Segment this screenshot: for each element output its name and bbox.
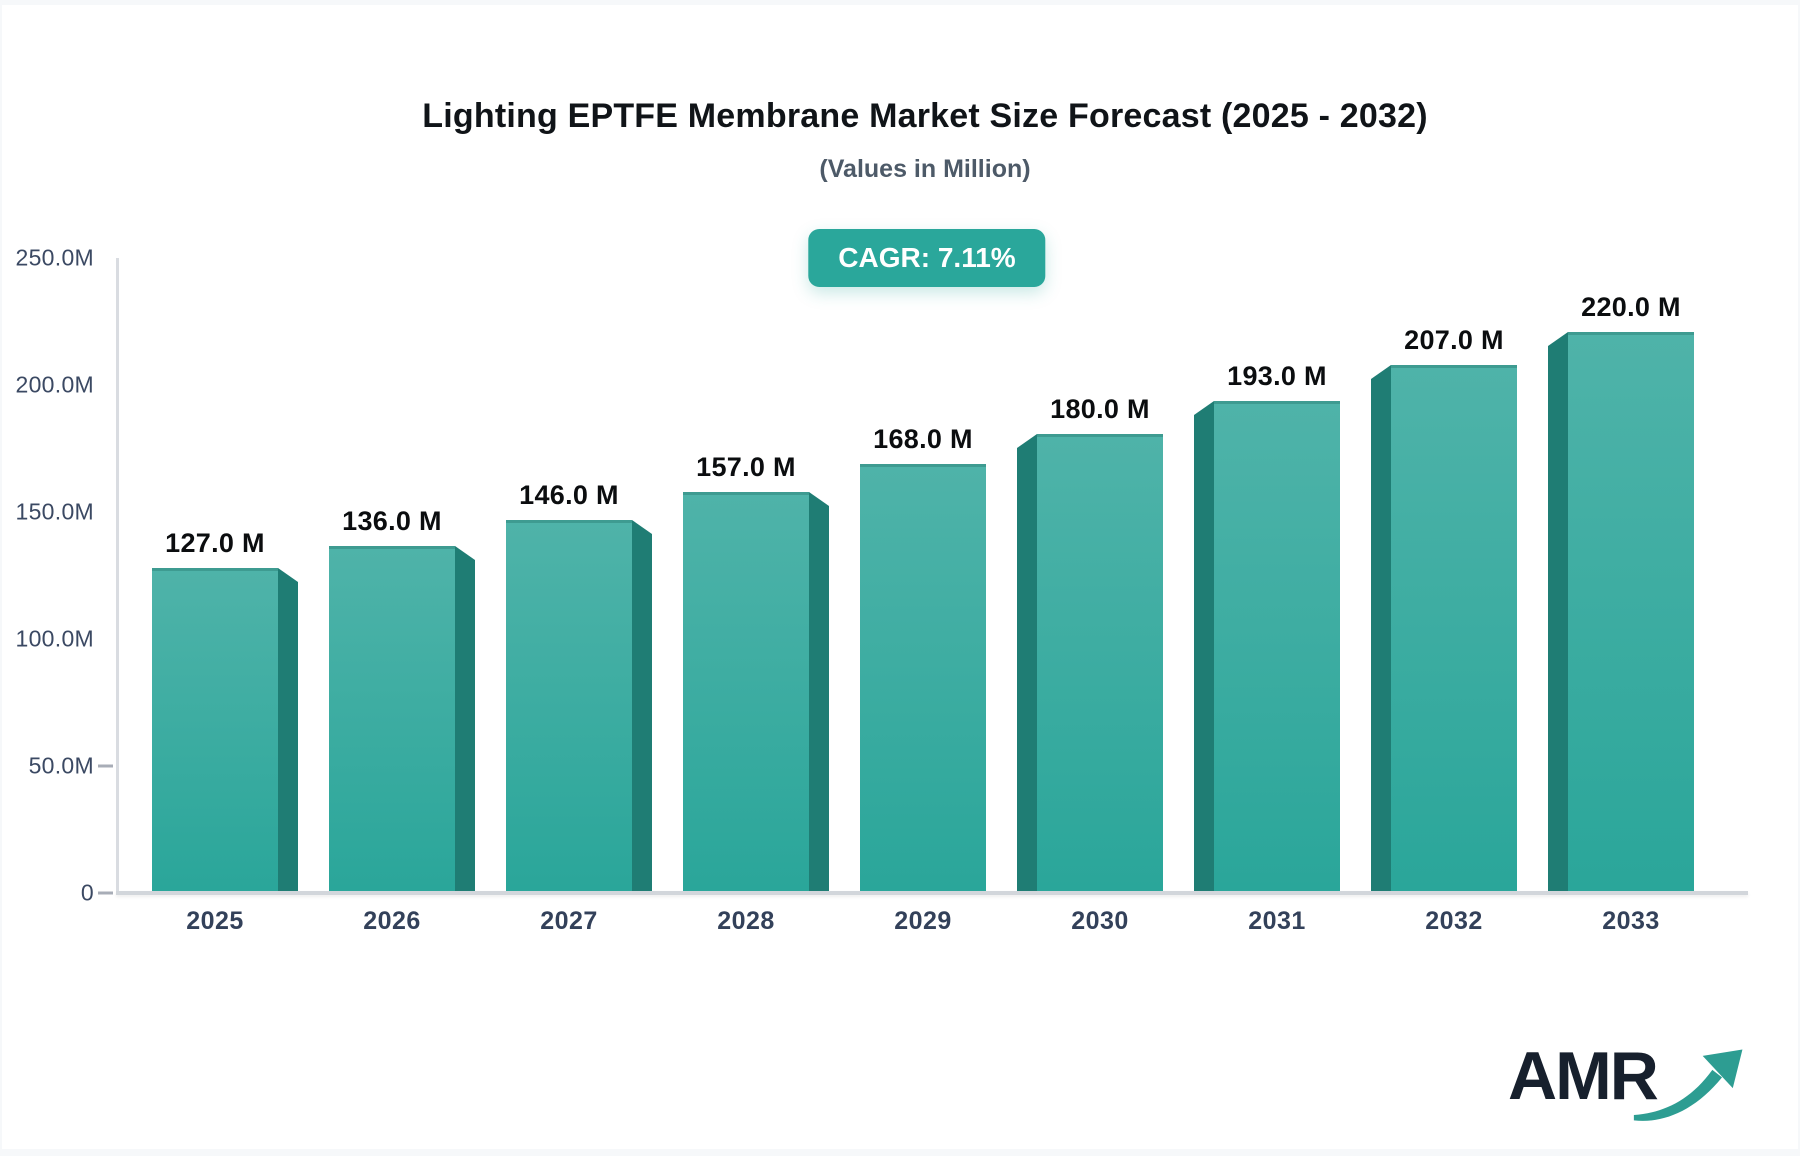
y-axis-label-50: 50.0M bbox=[28, 752, 94, 779]
bar-value-2030: 180.0 M bbox=[1050, 394, 1150, 424]
y-axis-tick-50 bbox=[98, 764, 113, 768]
bar-2033-side bbox=[1548, 332, 1568, 891]
bar-2028[interactable] bbox=[683, 492, 809, 891]
bar-value-2025: 127.0 M bbox=[165, 528, 265, 558]
chart-card: Lighting EPTFE Membrane Market Size Fore… bbox=[2, 5, 1798, 1149]
x-axis-label-2028: 2028 bbox=[717, 907, 775, 935]
y-axis-label-100: 100.0M bbox=[15, 625, 94, 652]
bar-2032-side bbox=[1371, 365, 1391, 891]
x-axis-label-2027: 2027 bbox=[540, 907, 598, 935]
bar-2028-side bbox=[809, 492, 829, 891]
x-axis-label-2029: 2029 bbox=[894, 907, 952, 935]
x-axis-label-2033: 2033 bbox=[1602, 907, 1660, 935]
y-axis-label-250: 250.0M bbox=[15, 244, 94, 271]
bar-2025-side bbox=[278, 568, 298, 891]
y-axis-label-150: 150.0M bbox=[15, 498, 94, 525]
x-axis-label-2025: 2025 bbox=[186, 907, 244, 935]
amr-logo-text: AMR bbox=[1508, 1038, 1659, 1114]
y-axis-line bbox=[116, 258, 119, 893]
chart-subtitle: (Values in Million) bbox=[819, 155, 1031, 183]
bar-2031-side bbox=[1194, 401, 1214, 891]
bar-value-2032: 207.0 M bbox=[1404, 325, 1504, 355]
bar-2030-side bbox=[1017, 434, 1037, 891]
bar-2031[interactable] bbox=[1214, 401, 1340, 891]
bar-2025[interactable] bbox=[152, 568, 278, 891]
bar-2033[interactable] bbox=[1568, 332, 1694, 891]
x-axis-label-2030: 2030 bbox=[1071, 907, 1129, 935]
bar-2029[interactable] bbox=[860, 464, 986, 891]
x-axis-label-2026: 2026 bbox=[363, 907, 421, 935]
x-axis-label-2032: 2032 bbox=[1425, 907, 1483, 935]
bar-value-2027: 146.0 M bbox=[519, 480, 619, 510]
x-axis-label-2031: 2031 bbox=[1248, 907, 1306, 935]
amr-logo: AMR bbox=[1490, 1023, 1750, 1133]
bar-value-2033: 220.0 M bbox=[1581, 292, 1681, 322]
bar-value-2028: 157.0 M bbox=[696, 452, 796, 482]
x-axis-line bbox=[116, 891, 1748, 895]
y-axis-label-200: 200.0M bbox=[15, 371, 94, 398]
y-axis-label-0: 0 bbox=[80, 879, 94, 906]
bar-value-2029: 168.0 M bbox=[873, 424, 973, 454]
y-axis-tick-0 bbox=[98, 891, 113, 895]
bar-2032[interactable] bbox=[1391, 365, 1517, 891]
bar-2027-side bbox=[632, 520, 652, 891]
bar-2027[interactable] bbox=[506, 520, 632, 891]
bar-value-2031: 193.0 M bbox=[1227, 361, 1327, 391]
cagr-badge: CAGR: 7.11% bbox=[808, 229, 1046, 287]
bar-value-2026: 136.0 M bbox=[342, 506, 442, 536]
bar-2030[interactable] bbox=[1037, 434, 1163, 891]
growth-arrow-icon bbox=[1633, 1049, 1743, 1121]
chart-title: Lighting EPTFE Membrane Market Size Fore… bbox=[422, 97, 1428, 135]
bar-2026[interactable] bbox=[329, 546, 455, 891]
bar-2026-side bbox=[455, 546, 475, 891]
